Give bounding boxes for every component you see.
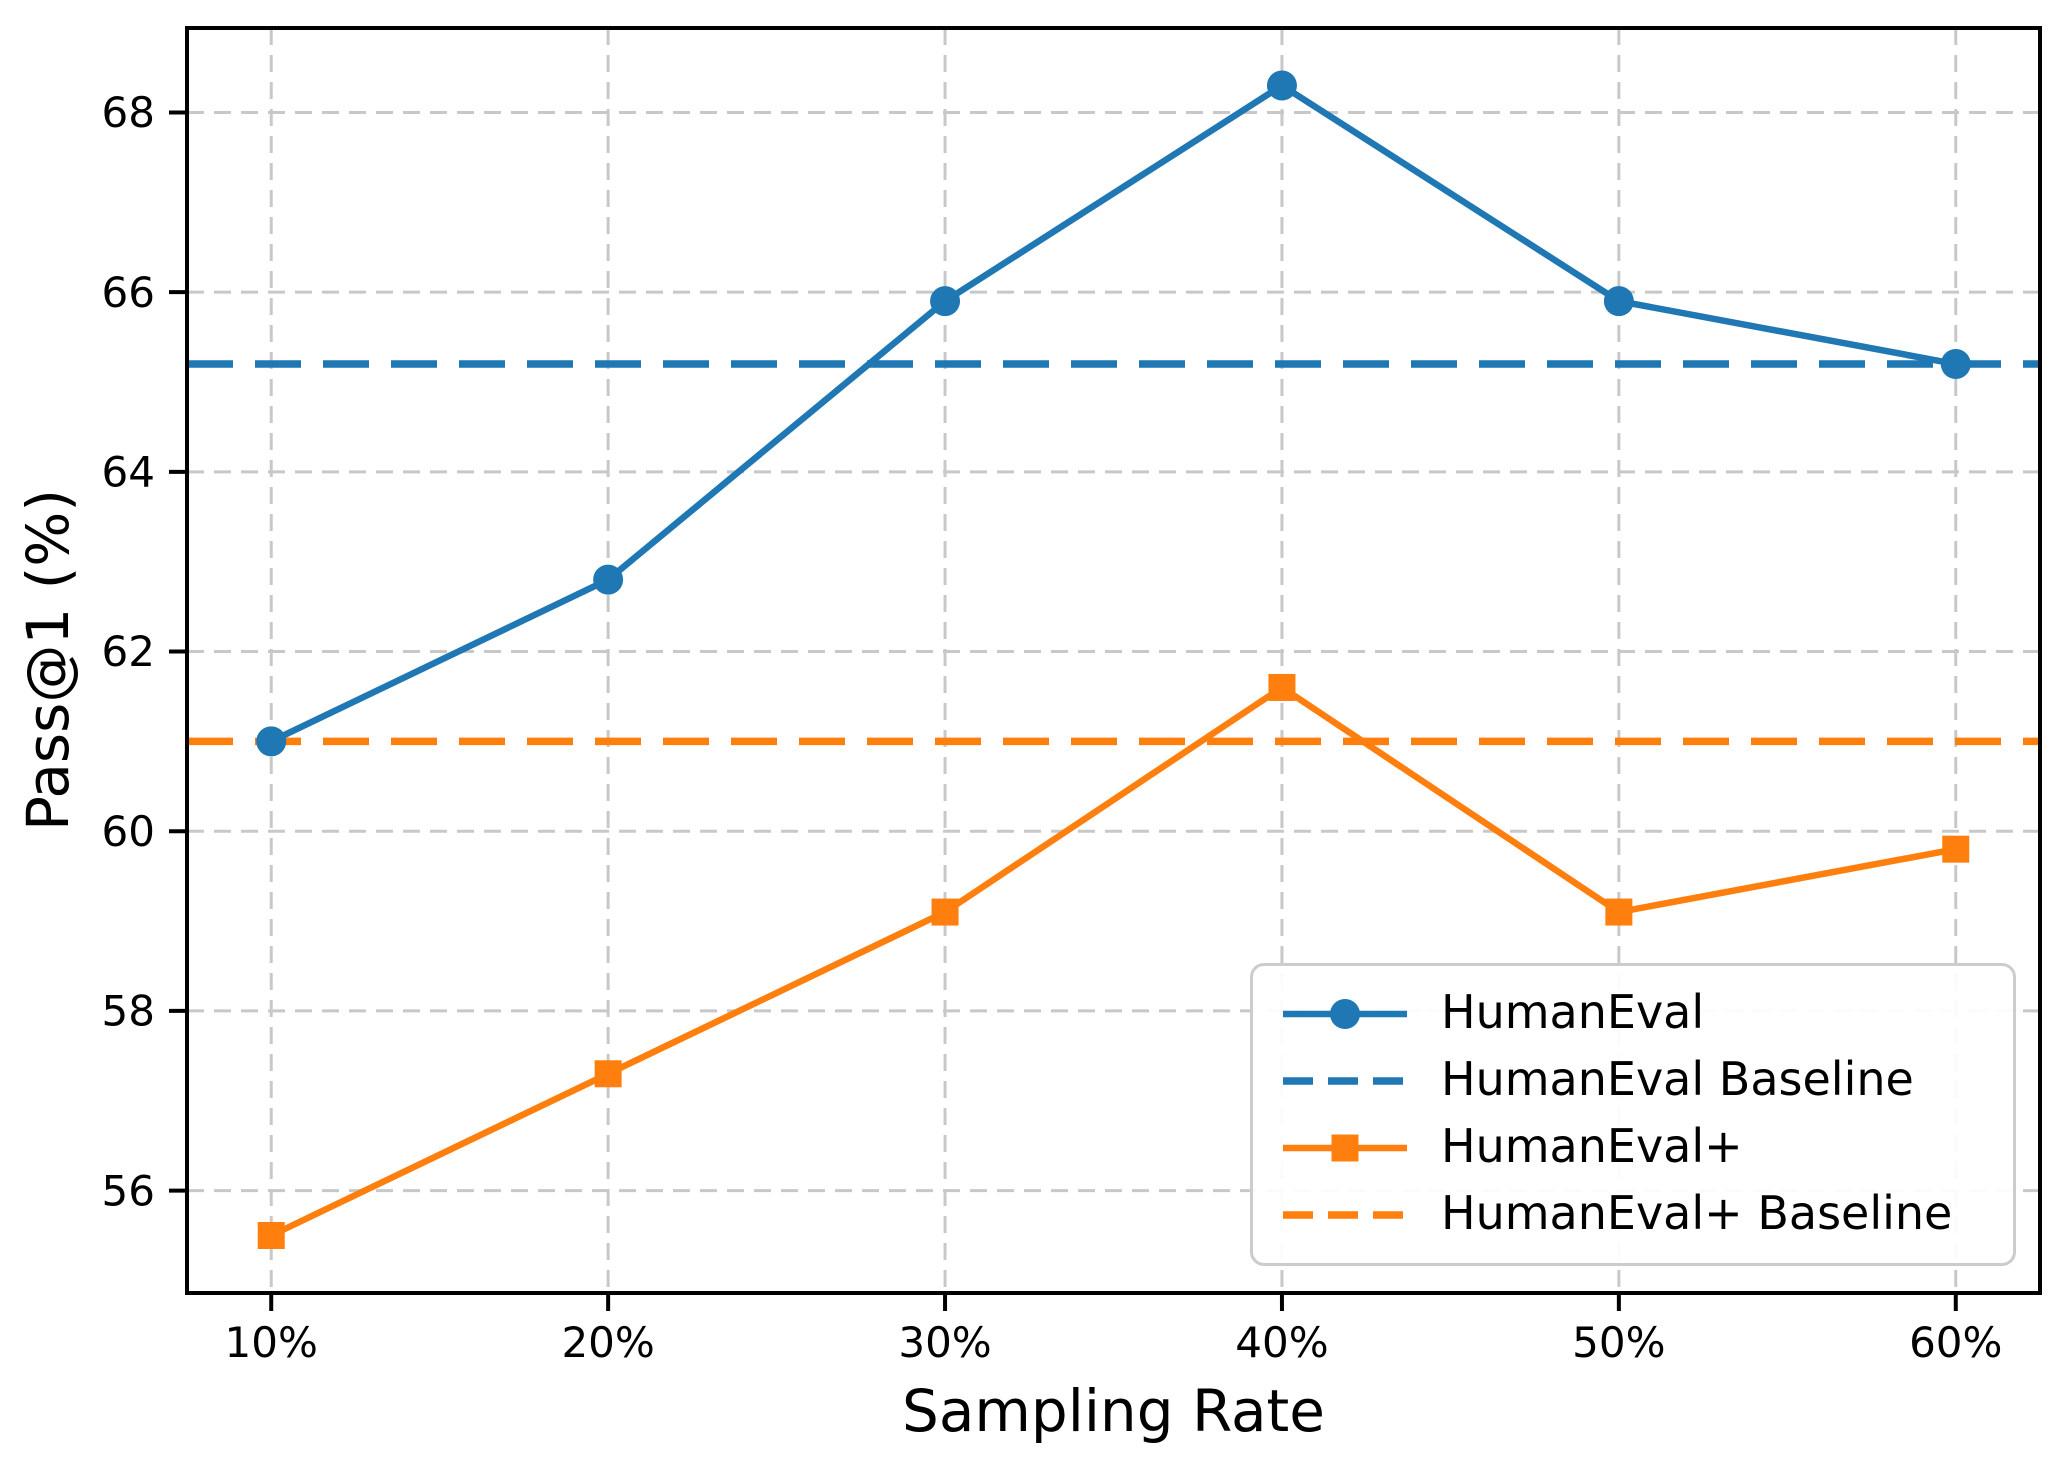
y-tick-label: 64: [102, 448, 155, 497]
humaneval-plus-marker: [1605, 898, 1633, 926]
x-tick-label: 40%: [1235, 1318, 1328, 1367]
x-tick-label: 20%: [561, 1318, 654, 1367]
y-tick-label: 62: [102, 627, 155, 676]
x-tick-label: 50%: [1572, 1318, 1665, 1367]
humaneval-marker: [256, 726, 287, 757]
y-tick-label: 58: [102, 987, 155, 1036]
humaneval-line-circle-icon: [1283, 998, 1407, 1029]
humaneval-marker: [930, 286, 961, 317]
y-axis-title: Pass@1 (%): [14, 488, 82, 832]
legend: HumanEval HumanEval Baseline HumanEval+ …: [1250, 963, 2016, 1266]
legend-circle-marker: [1330, 998, 1360, 1029]
x-tick-label: 60%: [1909, 1318, 2002, 1367]
humaneval-marker: [593, 564, 624, 595]
humaneval-plus-marker: [1942, 835, 1970, 863]
y-tick-label: 66: [102, 268, 155, 317]
x-axis-title: Sampling Rate: [902, 1377, 1325, 1445]
humaneval-baseline-dash-icon: [1283, 1077, 1407, 1085]
humaneval-marker: [1603, 286, 1634, 317]
legend-label: HumanEval+: [1441, 1119, 1743, 1174]
axis-ticks: [169, 110, 1958, 1311]
legend-item-humaneval-baseline: HumanEval Baseline: [1279, 1056, 1987, 1106]
humaneval-plus-baseline-dash-icon: [1283, 1211, 1407, 1220]
legend-item-humaneval-plus-baseline: HumanEval+ Baseline: [1279, 1190, 1987, 1240]
x-tick-label: 10%: [225, 1318, 318, 1367]
humaneval-marker: [1940, 349, 1971, 380]
humaneval-line: [269, 82, 1957, 745]
humaneval-plus-line-square-icon: [1283, 1134, 1407, 1162]
humaneval-plus-marker: [1268, 673, 1296, 701]
legend-square-marker: [1331, 1134, 1359, 1162]
legend-item-humaneval: HumanEval: [1279, 989, 1987, 1039]
humaneval-plus-line: [269, 684, 1957, 1239]
legend-label: HumanEval Baseline: [1441, 1051, 1914, 1106]
y-tick-label: 68: [102, 88, 155, 137]
legend-label: HumanEval+ Baseline: [1441, 1186, 1953, 1241]
humaneval-plus-marker: [594, 1060, 622, 1088]
humaneval-marker: [1266, 70, 1297, 101]
x-tick-label: 30%: [898, 1318, 991, 1367]
humaneval-plus-marker: [257, 1222, 285, 1249]
y-tick-label: 60: [102, 807, 155, 856]
legend-item-humaneval-plus: HumanEval+: [1279, 1123, 1987, 1173]
legend-label: HumanEval: [1441, 984, 1705, 1039]
plot-border: [185, 26, 2042, 1295]
humaneval-plus-marker: [931, 898, 959, 926]
y-tick-label: 56: [102, 1166, 155, 1215]
